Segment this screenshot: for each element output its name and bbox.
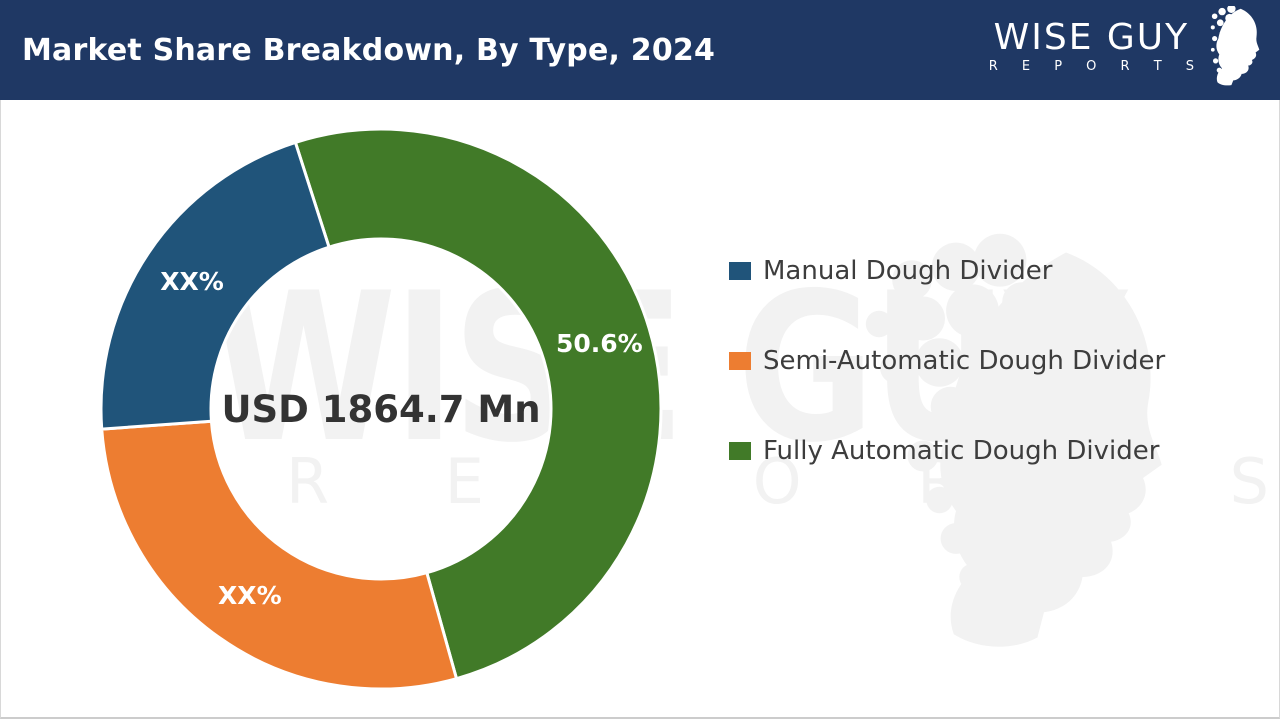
- legend-swatch: [729, 442, 751, 460]
- legend-label: Manual Dough Divider: [763, 256, 1053, 286]
- segment-value-label: 50.6%: [556, 329, 643, 358]
- watermark-face-profile: [865, 233, 1162, 647]
- legend-label: Semi-Automatic Dough Divider: [763, 346, 1166, 376]
- donut-segment-1: [100, 419, 459, 691]
- legend-item: Semi-Automatic Dough Divider: [729, 346, 1165, 376]
- chart-center-value: USD 1864.7 Mn: [221, 388, 541, 431]
- face-profile-icon: [1210, 6, 1260, 86]
- donut-segment-2: [99, 140, 331, 431]
- chart-legend: Manual Dough Divider Semi-Automatic Dough…: [729, 256, 1165, 526]
- chart-area: WISE GUY R E P O R T S 50.6% XX% XX% USD 1…: [0, 100, 1280, 719]
- brand-logo: WISE GUY R E P O R T S: [979, 6, 1264, 86]
- donut-chart: 50.6% XX% XX%: [51, 100, 711, 717]
- donut-segment-0: [293, 127, 663, 681]
- brand-name: WISE GUY: [993, 17, 1190, 59]
- page-title: Market Share Breakdown, By Type, 2024: [22, 32, 716, 68]
- legend-item: Fully Automatic Dough Divider: [729, 436, 1165, 466]
- legend-swatch: [729, 262, 751, 280]
- header-bar: Market Share Breakdown, By Type, 2024 WI…: [0, 0, 1280, 100]
- legend-label: Fully Automatic Dough Divider: [763, 436, 1160, 466]
- segment-value-label: XX%: [218, 581, 282, 610]
- brand-subtitle: R E P O R T S: [988, 58, 1205, 74]
- brand-logo-text: WISE GUY R E P O R T S: [979, 18, 1204, 74]
- legend-swatch: [729, 352, 751, 370]
- legend-item: Manual Dough Divider: [729, 256, 1165, 286]
- segment-value-label: XX%: [160, 267, 224, 296]
